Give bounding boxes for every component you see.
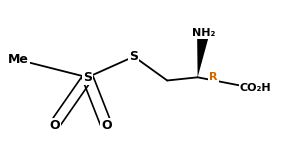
Text: R: R	[209, 72, 218, 82]
Text: NH₂: NH₂	[192, 28, 215, 38]
Text: S: S	[83, 71, 92, 84]
Text: S: S	[129, 50, 139, 63]
Text: O: O	[101, 119, 112, 132]
Text: Me: Me	[8, 53, 29, 66]
Polygon shape	[197, 32, 210, 77]
Text: CO₂H: CO₂H	[240, 84, 272, 94]
Text: O: O	[49, 119, 60, 132]
